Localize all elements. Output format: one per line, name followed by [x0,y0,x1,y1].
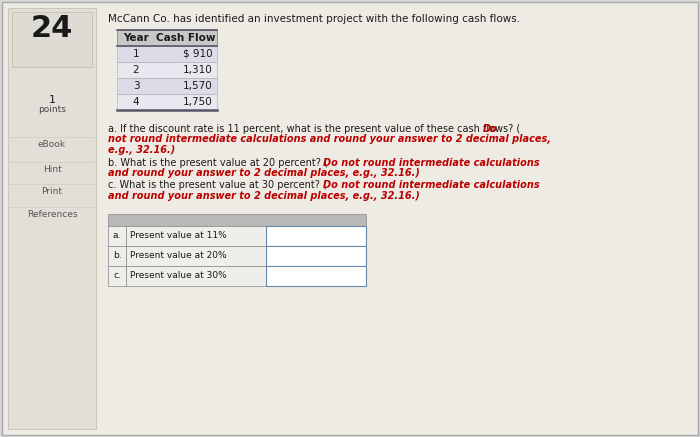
Text: Present value at 30%: Present value at 30% [130,271,227,280]
Text: Print: Print [41,187,62,196]
FancyBboxPatch shape [266,266,366,285]
Text: and round your answer to 2 decimal places, e.g., 32.16.): and round your answer to 2 decimal place… [108,191,420,201]
FancyBboxPatch shape [126,266,266,285]
Text: Cash Flow: Cash Flow [156,33,216,43]
Text: a. If the discount rate is 11 percent, what is the present value of these cash f: a. If the discount rate is 11 percent, w… [108,124,520,134]
Text: Present value at 20%: Present value at 20% [130,251,227,260]
FancyBboxPatch shape [117,94,217,110]
FancyBboxPatch shape [108,225,126,246]
Text: b.: b. [113,251,121,260]
Text: 1,750: 1,750 [183,97,213,107]
Text: Do not round intermediate calculations: Do not round intermediate calculations [323,157,540,167]
Text: points: points [38,105,66,114]
FancyBboxPatch shape [117,46,217,62]
Text: Do: Do [483,124,498,134]
Text: b. What is the present value at 20 percent? (: b. What is the present value at 20 perce… [108,157,328,167]
Text: 4: 4 [133,97,139,107]
Text: 1: 1 [133,49,139,59]
Text: 1: 1 [48,95,55,105]
FancyBboxPatch shape [126,225,266,246]
Text: References: References [27,210,77,219]
Text: a.: a. [113,231,121,240]
Text: and round your answer to 2 decimal places, e.g., 32.16.): and round your answer to 2 decimal place… [108,168,420,178]
Text: Year: Year [123,33,149,43]
Text: eBook: eBook [38,140,66,149]
FancyBboxPatch shape [8,8,96,429]
FancyBboxPatch shape [126,246,266,266]
FancyBboxPatch shape [117,78,217,94]
FancyBboxPatch shape [12,12,92,67]
Text: c.: c. [113,271,121,280]
Text: e.g., 32.16.): e.g., 32.16.) [108,145,175,155]
Text: 24: 24 [31,14,74,43]
FancyBboxPatch shape [266,246,366,266]
FancyBboxPatch shape [266,225,366,246]
FancyBboxPatch shape [108,246,126,266]
FancyBboxPatch shape [108,214,366,225]
Text: 2: 2 [133,65,139,75]
FancyBboxPatch shape [117,30,217,46]
Text: Present value at 11%: Present value at 11% [130,231,227,240]
FancyBboxPatch shape [117,62,217,78]
Text: not round intermediate calculations and round your answer to 2 decimal places,: not round intermediate calculations and … [108,135,551,145]
Text: 3: 3 [133,81,139,91]
FancyBboxPatch shape [108,266,126,285]
Text: McCann Co. has identified an investment project with the following cash flows.: McCann Co. has identified an investment … [108,14,520,24]
Text: Hint: Hint [43,165,62,174]
Text: Do not round intermediate calculations: Do not round intermediate calculations [323,180,540,191]
Text: 1,570: 1,570 [183,81,213,91]
Text: 1,310: 1,310 [183,65,213,75]
Text: $ 910: $ 910 [183,49,213,59]
Text: c. What is the present value at 30 percent? (: c. What is the present value at 30 perce… [108,180,327,191]
